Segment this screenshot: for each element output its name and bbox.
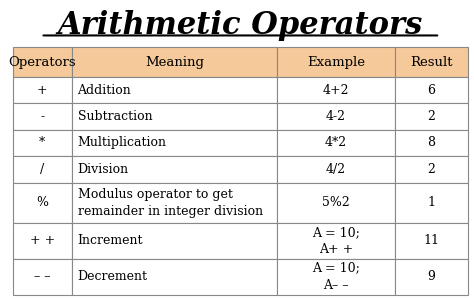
Bar [72,183,277,223]
Text: 4*2: 4*2 [325,136,347,150]
Bar [277,130,395,156]
Bar [13,130,72,156]
Bar [72,47,277,77]
Text: %: % [36,196,48,209]
Text: -: - [40,110,45,123]
Bar [13,103,72,130]
Text: 2: 2 [428,163,436,176]
Bar [13,47,72,77]
Bar [13,77,72,103]
Bar [13,183,72,223]
Text: Meaning: Meaning [145,56,204,68]
Text: Arithmetic Operators: Arithmetic Operators [58,10,423,41]
Bar [72,156,277,183]
Bar [13,223,72,259]
Bar [72,103,277,130]
Text: 6: 6 [428,84,436,97]
Bar [277,156,395,183]
Text: 1: 1 [428,196,436,209]
Text: Increment: Increment [78,234,143,248]
Bar [13,156,72,183]
Bar [72,130,277,156]
Text: Subtraction: Subtraction [78,110,152,123]
Text: Result: Result [410,56,453,68]
Text: 4/2: 4/2 [326,163,346,176]
Bar [277,47,395,77]
Bar [395,77,468,103]
Text: 2: 2 [428,110,436,123]
Bar [277,223,395,259]
Text: 11: 11 [424,234,439,248]
Text: Division: Division [78,163,128,176]
Text: /: / [40,163,45,176]
Text: + +: + + [30,234,55,248]
Text: Multiplication: Multiplication [78,136,166,150]
Bar [277,259,395,295]
Bar [72,223,277,259]
Bar [395,223,468,259]
Text: A = 10;
A+ +: A = 10; A+ + [312,226,360,256]
Text: Decrement: Decrement [78,270,147,283]
Text: 5%2: 5%2 [322,196,350,209]
Text: Addition: Addition [78,84,131,97]
Bar [72,77,277,103]
Bar [395,47,468,77]
Bar [395,130,468,156]
Text: 4-2: 4-2 [326,110,346,123]
Bar [395,103,468,130]
Bar [277,77,395,103]
Text: Example: Example [307,56,365,68]
Text: Modulus operator to get
remainder in integer division: Modulus operator to get remainder in int… [78,188,263,218]
Bar [395,259,468,295]
Bar [395,183,468,223]
Text: +: + [37,84,48,97]
Text: 8: 8 [428,136,436,150]
Bar [277,183,395,223]
Bar [277,103,395,130]
Text: 9: 9 [428,270,436,283]
Bar [72,259,277,295]
Text: A = 10;
A– –: A = 10; A– – [312,262,360,292]
Text: – –: – – [34,270,51,283]
Bar [395,156,468,183]
Text: Operators: Operators [9,56,76,68]
Text: 4+2: 4+2 [323,84,349,97]
Bar [13,259,72,295]
Text: *: * [39,136,46,150]
